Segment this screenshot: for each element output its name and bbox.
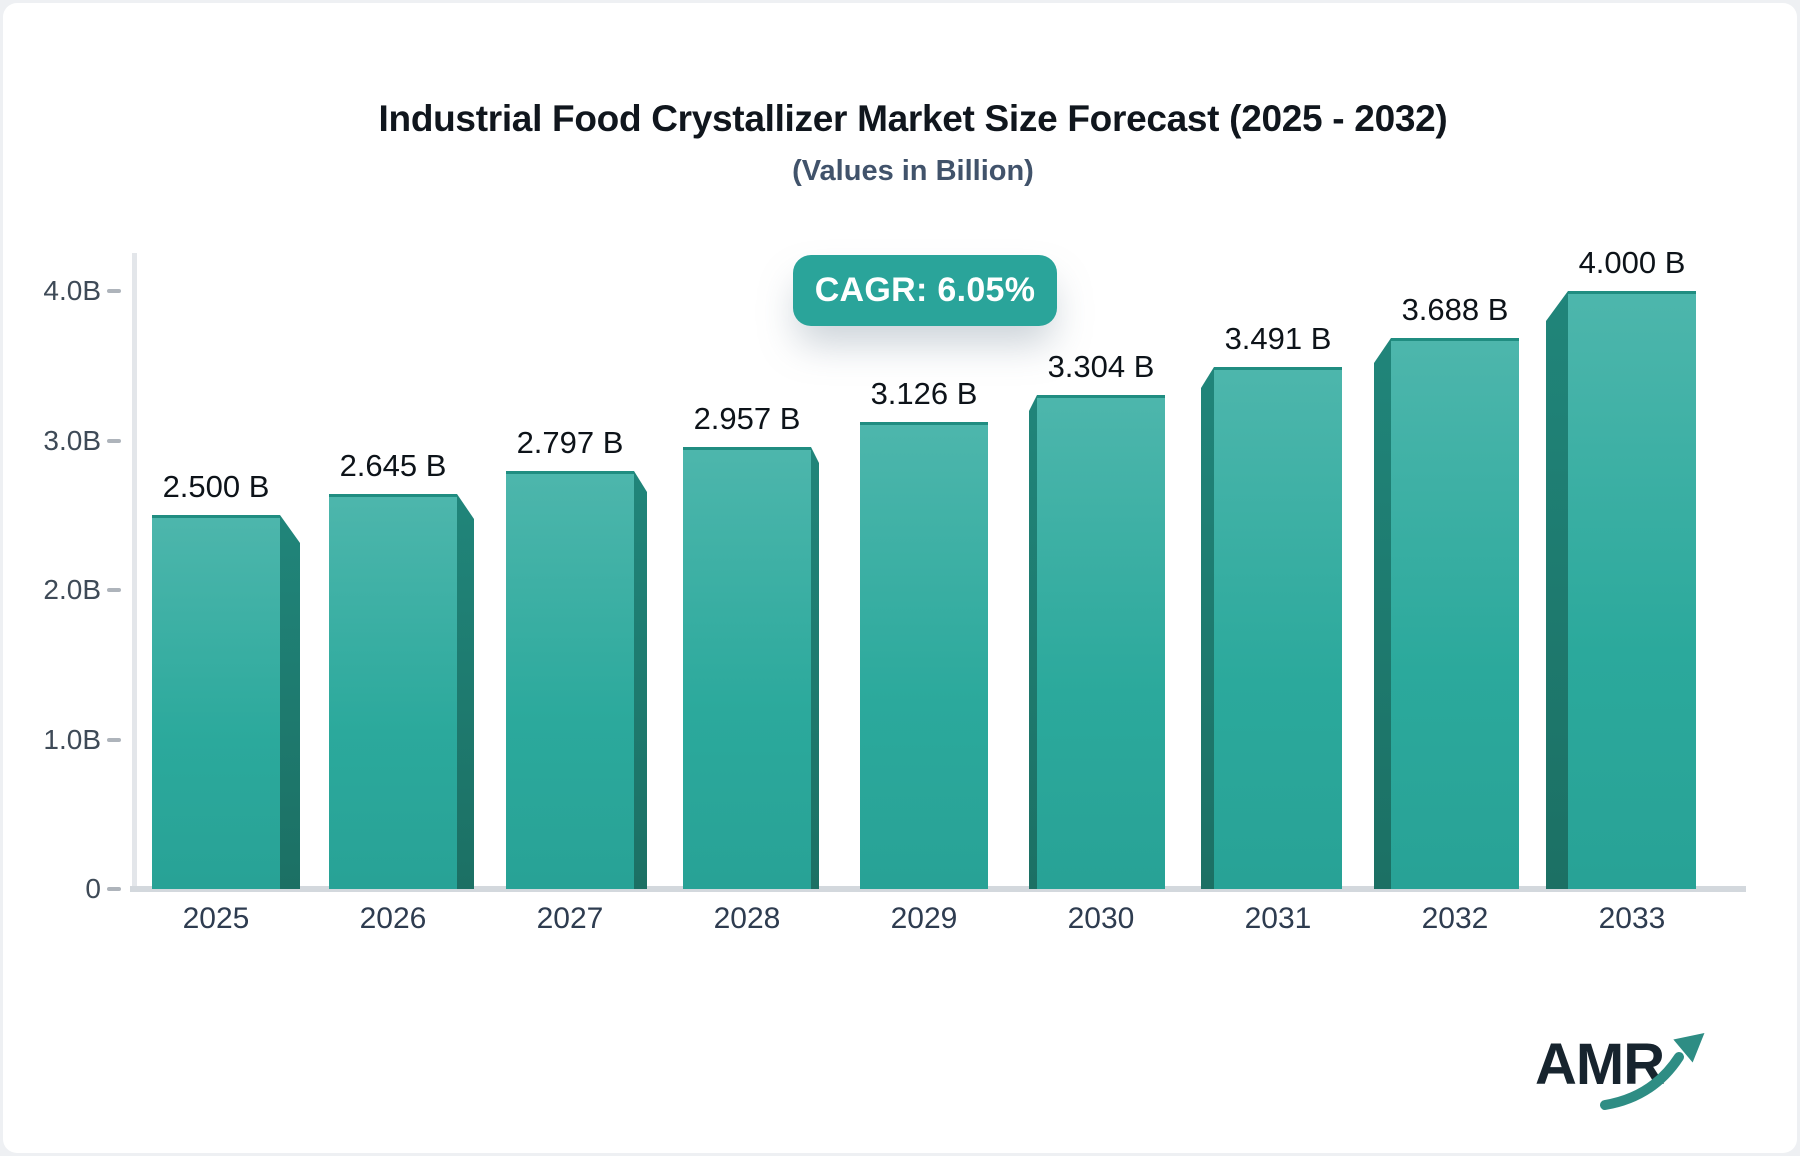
y-tick-label: 4.0B — [43, 275, 101, 306]
chart-title: Industrial Food Crystallizer Market Size… — [378, 98, 1448, 139]
y-tick-mark — [107, 438, 121, 443]
bar-2027 — [506, 471, 647, 889]
y-tick-mark — [107, 737, 121, 742]
bar-value-label: 2.797 B — [516, 425, 624, 460]
growth-arrow-icon — [1600, 1033, 1705, 1110]
bar-value-label: 3.126 B — [870, 376, 978, 411]
bar-side-face — [280, 515, 300, 889]
x-axis-label: 2030 — [1067, 902, 1135, 935]
bar-2031 — [1201, 367, 1342, 889]
cagr-badge: CAGR: 6.05% — [793, 255, 1057, 326]
y-tick-mark — [107, 887, 121, 891]
y-tick-mark — [107, 588, 121, 592]
bar-face — [329, 494, 457, 889]
bar-side-face — [811, 447, 819, 889]
x-axis-label: 2031 — [1244, 902, 1312, 935]
bar-value-label: 4.000 B — [1578, 245, 1686, 280]
x-axis-label: 2033 — [1598, 902, 1666, 935]
bar-side-face — [634, 471, 647, 889]
bar-value-label: 3.304 B — [1047, 349, 1155, 384]
y-tick-label: 1.0B — [43, 723, 101, 755]
x-axis-label: 2029 — [890, 902, 958, 935]
x-axis-label: 2027 — [536, 902, 604, 935]
bar-face — [1037, 395, 1165, 889]
bar-value-label: 3.688 B — [1401, 292, 1509, 327]
x-axis-label: 2028 — [713, 902, 781, 935]
x-axis-baseline — [130, 886, 1746, 892]
cagr-badge-label: CAGR: 6.05% — [814, 271, 1036, 309]
y-axis-line — [132, 253, 137, 889]
y-tick-label: 0 — [85, 873, 101, 904]
bar-face — [1568, 291, 1696, 889]
bar-value-label: 2.500 B — [162, 469, 270, 504]
bar-side-face — [1029, 395, 1037, 889]
bar-value-label: 2.645 B — [339, 448, 447, 483]
bar-side-face — [1201, 367, 1214, 889]
x-axis-label: 2025 — [182, 902, 250, 935]
y-tick-mark — [107, 289, 121, 293]
bar-2029 — [860, 422, 988, 889]
chart-subtitle: (Values in Billion) — [792, 155, 1034, 187]
bar-face — [1391, 338, 1519, 889]
bar-face — [152, 515, 280, 889]
bar-2033 — [1546, 291, 1696, 889]
x-axis-label: 2026 — [359, 902, 427, 935]
bar-2032 — [1374, 338, 1519, 889]
y-tick-label: 2.0B — [43, 574, 101, 605]
bar-side-face — [457, 494, 474, 889]
bar-side-face — [1546, 291, 1568, 889]
bar-face — [1214, 367, 1342, 889]
bar-face — [683, 447, 811, 889]
bar-value-label: 3.491 B — [1224, 321, 1332, 356]
bar-value-label: 2.957 B — [693, 401, 801, 436]
bar-face — [506, 471, 634, 889]
bar-2025 — [152, 515, 300, 889]
bar-side-face — [1374, 338, 1391, 889]
x-axis-label: 2032 — [1421, 902, 1489, 935]
bar-2026 — [329, 494, 474, 889]
bar-2028 — [683, 447, 819, 889]
bar-face — [860, 422, 988, 889]
y-tick-label: 3.0B — [43, 424, 101, 456]
amr-logo: AMR — [1535, 1033, 1725, 1113]
bar-2030 — [1029, 395, 1165, 889]
chart-card: Industrial Food Crystallizer Market Size… — [3, 3, 1797, 1153]
